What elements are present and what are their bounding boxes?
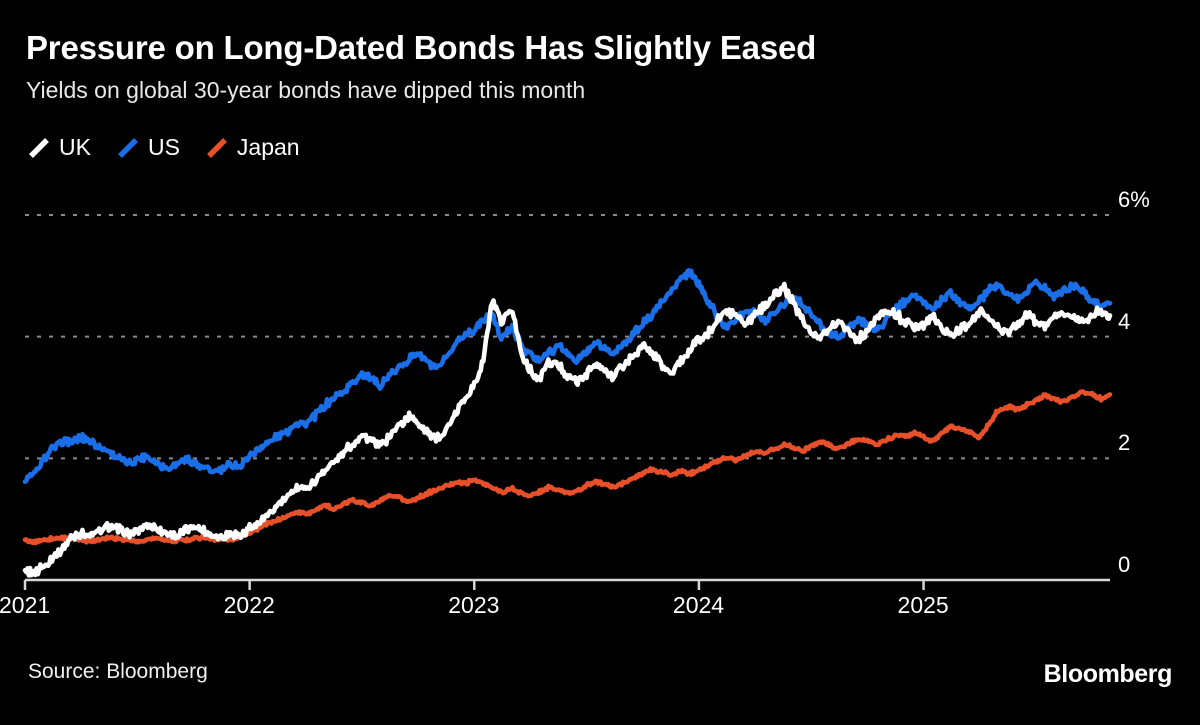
- x-axis-labels: 2021 2022 2023 2024 2025: [0, 592, 1200, 632]
- chart-legend: UK US Japan: [28, 136, 300, 159]
- series-line-us: [22, 268, 1113, 485]
- y-axis-tick-label-6: 6%: [1118, 187, 1150, 212]
- x-axis-tick-label-2021: 2021: [0, 592, 51, 618]
- legend-swatch-icon: [206, 137, 227, 158]
- x-axis-tick-label-2025: 2025: [897, 592, 949, 618]
- legend-item-label: US: [147, 134, 180, 160]
- legend-item-us[interactable]: US: [117, 136, 180, 159]
- page-title: Pressure on Long-Dated Bonds Has Slightl…: [26, 29, 817, 66]
- y-axis-labels: 0 2 4 6%: [1118, 0, 1188, 600]
- series-line-uk: [22, 281, 1113, 578]
- legend-item-label: Japan: [236, 134, 300, 160]
- chart-footer: Source: Bloomberg Bloomberg: [0, 660, 1200, 700]
- x-axis-tick-label-2022: 2022: [223, 592, 275, 618]
- source-attribution: Source: Bloomberg: [28, 660, 208, 683]
- y-axis-tick-label-0: 0: [1118, 552, 1131, 577]
- chart-header: Pressure on Long-Dated Bonds Has Slightl…: [26, 28, 1166, 106]
- y-axis-tick-label-4: 4: [1118, 308, 1131, 334]
- x-axis-tick-label-2023: 2023: [448, 592, 500, 618]
- legend-item-label: UK: [59, 134, 91, 160]
- bloomberg-logo: Bloomberg: [1043, 660, 1173, 688]
- legend-swatch-icon: [29, 137, 49, 158]
- legend-swatch-icon: [118, 137, 138, 158]
- chart-subtitle: Yields on global 30-year bonds have dipp…: [26, 77, 586, 103]
- y-axis-tick-label-2: 2: [1118, 430, 1131, 456]
- legend-item-japan[interactable]: Japan: [206, 136, 300, 159]
- x-axis-tick-label-2024: 2024: [672, 592, 725, 618]
- series-line-japan: [22, 389, 1113, 546]
- legend-item-uk[interactable]: UK: [28, 136, 91, 159]
